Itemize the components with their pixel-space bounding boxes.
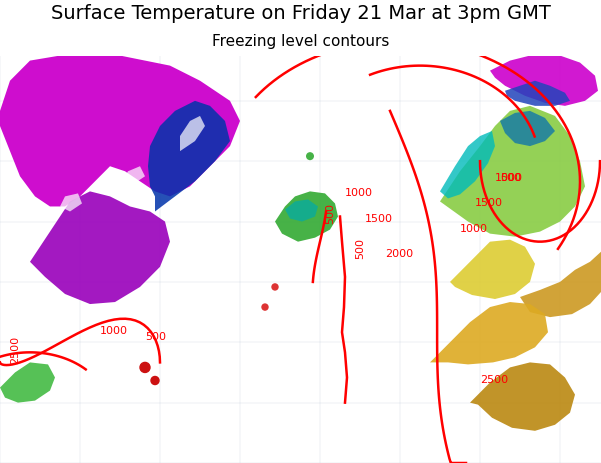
Circle shape	[151, 376, 159, 385]
Polygon shape	[275, 191, 338, 242]
Polygon shape	[520, 252, 601, 317]
Polygon shape	[470, 363, 575, 431]
Circle shape	[140, 363, 150, 372]
Circle shape	[262, 304, 268, 310]
Polygon shape	[450, 240, 535, 299]
Text: 1000: 1000	[460, 224, 488, 234]
Text: 1000: 1000	[100, 326, 128, 336]
Polygon shape	[490, 56, 598, 106]
Text: 500: 500	[325, 202, 335, 224]
Polygon shape	[440, 106, 585, 237]
Polygon shape	[0, 363, 55, 403]
Text: 2000: 2000	[385, 249, 413, 259]
Text: 500: 500	[500, 173, 521, 183]
Text: Freezing level contours: Freezing level contours	[212, 34, 389, 49]
Polygon shape	[148, 101, 230, 212]
Text: 1000: 1000	[345, 188, 373, 199]
Circle shape	[272, 284, 278, 290]
Text: 1500: 1500	[475, 199, 503, 208]
Text: 1500: 1500	[365, 213, 393, 224]
Polygon shape	[505, 81, 570, 106]
Polygon shape	[285, 200, 318, 222]
Polygon shape	[30, 191, 170, 304]
Polygon shape	[180, 116, 205, 151]
Text: 500: 500	[145, 332, 166, 342]
Text: Surface Temperature on Friday 21 Mar at 3pm GMT: Surface Temperature on Friday 21 Mar at …	[50, 4, 551, 24]
Polygon shape	[0, 56, 240, 206]
Circle shape	[306, 152, 314, 160]
Polygon shape	[60, 194, 82, 212]
Text: 2500: 2500	[10, 336, 20, 364]
Polygon shape	[122, 166, 145, 186]
Text: 1000: 1000	[495, 173, 523, 183]
Text: 2500: 2500	[480, 375, 508, 384]
Polygon shape	[430, 302, 548, 364]
Text: 500: 500	[355, 238, 365, 259]
Polygon shape	[440, 131, 495, 199]
Polygon shape	[500, 111, 555, 146]
